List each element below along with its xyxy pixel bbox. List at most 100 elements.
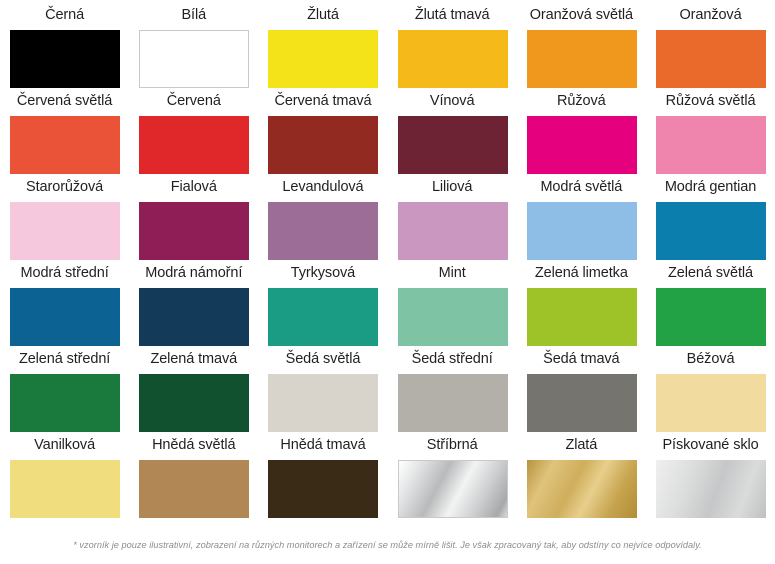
swatch-color-chip[interactable] <box>655 202 766 260</box>
swatch-color-chip[interactable] <box>526 288 637 346</box>
swatch-cell[interactable]: Vínová <box>388 88 517 174</box>
swatch-cell[interactable]: Žlutá tmavá <box>388 2 517 88</box>
swatch-label: Šedá tmavá <box>543 351 620 367</box>
swatch-label: Béžová <box>686 351 735 367</box>
swatch-label: Červená <box>166 93 221 109</box>
swatch-color-chip[interactable] <box>10 460 120 518</box>
swatch-label: Šedá světlá <box>285 351 361 367</box>
swatch-cell[interactable]: Modrá námořní <box>129 260 258 346</box>
swatch-color-chip[interactable] <box>526 202 637 260</box>
swatch-label: Růžová světlá <box>665 93 756 109</box>
swatch-cell[interactable]: Modrá světlá <box>517 174 646 260</box>
swatch-color-chip[interactable] <box>526 30 637 88</box>
swatch-color-chip[interactable] <box>655 374 766 432</box>
swatch-cell[interactable]: Modrá gentian <box>646 174 775 260</box>
swatch-cell[interactable]: Modrá střední <box>0 260 129 346</box>
swatch-color-chip[interactable] <box>397 30 508 88</box>
swatch-color-chip[interactable] <box>10 288 120 346</box>
swatch-label: Červená tmavá <box>274 93 372 109</box>
swatch-color-chip[interactable] <box>526 374 637 432</box>
swatch-color-chip[interactable] <box>268 460 379 518</box>
swatch-color-chip[interactable] <box>397 374 508 432</box>
swatch-cell[interactable]: Šedá střední <box>388 346 517 432</box>
swatch-cell[interactable]: Zelená tmavá <box>129 346 258 432</box>
swatch-color-chip[interactable] <box>655 30 766 88</box>
swatch-color-chip[interactable] <box>139 288 250 346</box>
swatch-color-chip[interactable] <box>397 288 508 346</box>
swatch-cell[interactable]: Pískované sklo <box>646 432 775 518</box>
swatch-color-chip[interactable] <box>10 374 120 432</box>
swatch-color-chip[interactable] <box>268 202 379 260</box>
swatch-label: Zlatá <box>565 437 598 453</box>
swatch-cell[interactable]: Vanilková <box>0 432 129 518</box>
swatch-label: Starorůžová <box>26 179 104 195</box>
swatch-color-chip[interactable] <box>655 460 766 518</box>
swatch-cell[interactable]: Oranžová <box>646 2 775 88</box>
swatch-cell[interactable]: Zelená limetka <box>517 260 646 346</box>
swatch-label: Zelená tmavá <box>150 351 238 367</box>
swatch-color-chip[interactable] <box>139 460 250 518</box>
swatch-cell[interactable]: Stříbrná <box>388 432 517 518</box>
swatch-color-chip[interactable] <box>10 202 120 260</box>
swatch-color-chip[interactable] <box>10 116 120 174</box>
swatch-cell[interactable]: Červená <box>129 88 258 174</box>
swatch-cell[interactable]: Levandulová <box>258 174 387 260</box>
swatch-cell[interactable]: Červená tmavá <box>258 88 387 174</box>
swatch-label: Zelená střední <box>18 351 111 367</box>
swatch-cell[interactable]: Šedá světlá <box>258 346 387 432</box>
swatch-color-chip[interactable] <box>139 30 250 88</box>
swatch-cell[interactable]: Mint <box>388 260 517 346</box>
swatch-cell[interactable]: Žlutá <box>258 2 387 88</box>
swatch-color-chip[interactable] <box>139 374 250 432</box>
swatch-color-chip[interactable] <box>397 116 508 174</box>
swatch-label: Vanilková <box>34 437 96 453</box>
footnote-disclaimer: * vzorník je pouze ilustrativní, zobraze… <box>73 540 702 550</box>
swatch-cell[interactable]: Béžová <box>646 346 775 432</box>
swatch-cell[interactable]: Šedá tmavá <box>517 346 646 432</box>
swatch-label: Stříbrná <box>426 437 478 453</box>
swatch-color-chip[interactable] <box>526 460 637 518</box>
swatch-color-chip[interactable] <box>655 116 766 174</box>
swatch-grid: Černá Bílá Žlutá Žlutá tmavá Oranžová světlá… <box>0 2 775 518</box>
swatch-color-chip[interactable] <box>268 288 379 346</box>
swatch-cell[interactable]: Růžová světlá <box>646 88 775 174</box>
swatch-cell[interactable]: Liliová <box>388 174 517 260</box>
swatch-cell[interactable]: Černá <box>0 2 129 88</box>
swatch-color-chip[interactable] <box>268 30 379 88</box>
swatch-label: Modrá světlá <box>540 179 623 195</box>
swatch-color-chip[interactable] <box>397 460 508 518</box>
swatch-cell[interactable]: Fialová <box>129 174 258 260</box>
swatch-color-chip[interactable] <box>139 116 250 174</box>
swatch-label: Šedá střední <box>411 351 493 367</box>
swatch-color-chip[interactable] <box>526 116 637 174</box>
swatch-cell[interactable]: Bílá <box>129 2 258 88</box>
swatch-label: Levandulová <box>282 179 364 195</box>
swatch-color-chip[interactable] <box>10 30 120 88</box>
swatch-cell[interactable]: Hnědá světlá <box>129 432 258 518</box>
swatch-color-chip[interactable] <box>655 288 766 346</box>
swatch-cell[interactable]: Růžová <box>517 88 646 174</box>
swatch-cell[interactable]: Červená světlá <box>0 88 129 174</box>
swatch-label: Zelená světlá <box>668 265 753 281</box>
swatch-label: Hnědá tmavá <box>280 437 366 453</box>
swatch-label: Růžová <box>557 93 606 109</box>
swatch-label: Bílá <box>181 7 207 23</box>
swatch-label: Žlutá <box>307 7 339 23</box>
swatch-cell[interactable]: Starorůžová <box>0 174 129 260</box>
swatch-label: Tyrkysová <box>290 265 356 281</box>
swatch-label: Fialová <box>170 179 217 195</box>
swatch-cell[interactable]: Oranžová světlá <box>517 2 646 88</box>
swatch-cell[interactable]: Zelená světlá <box>646 260 775 346</box>
swatch-label: Mint <box>438 265 466 281</box>
swatch-cell[interactable]: Tyrkysová <box>258 260 387 346</box>
swatch-cell[interactable]: Hnědá tmavá <box>258 432 387 518</box>
swatch-cell[interactable]: Zelená střední <box>0 346 129 432</box>
swatch-label: Oranžová <box>679 7 742 23</box>
swatch-label: Žlutá tmavá <box>414 7 490 23</box>
swatch-cell[interactable]: Zlatá <box>517 432 646 518</box>
swatch-color-chip[interactable] <box>268 116 379 174</box>
swatch-color-chip[interactable] <box>139 202 250 260</box>
swatch-color-chip[interactable] <box>397 202 508 260</box>
swatch-color-chip[interactable] <box>268 374 379 432</box>
